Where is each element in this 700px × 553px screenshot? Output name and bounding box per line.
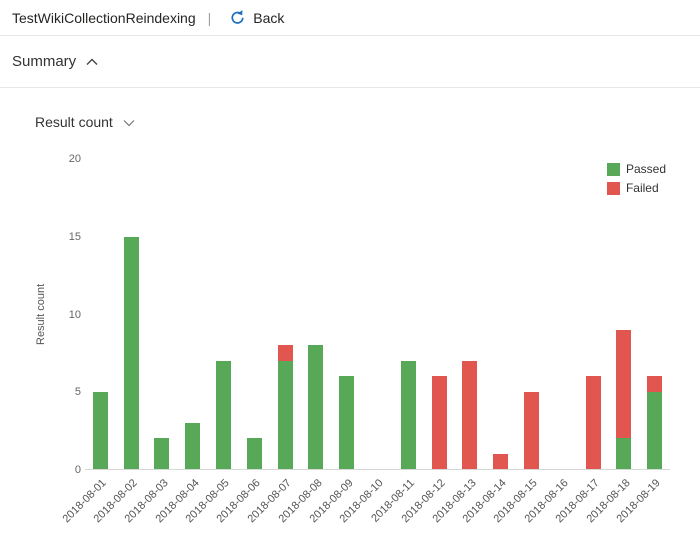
y-tick-label: 5 [74,386,81,399]
bar-group: 2018-08-19 [615,159,670,525]
bar-stack [185,159,201,469]
bar-stack [616,159,632,469]
bar-group: 2018-08-06 [215,159,270,525]
y-tick-label: 20 [68,153,81,165]
legend-label: Passed [625,162,666,176]
bar-group: 2018-08-03 [122,159,178,525]
bar-segment-passed[interactable] [616,438,632,469]
y-tick-label: 0 [74,464,81,476]
bar-segment-passed[interactable] [92,391,108,469]
bar-stack [493,159,509,469]
bar-group: 2018-08-01 [61,159,116,525]
metric-selector[interactable]: Result count [35,114,135,130]
metric-label: Result count [35,114,113,130]
bar-stack [246,159,262,469]
bar-segment-passed[interactable] [185,422,201,469]
legend-swatch [606,181,620,195]
bar-segment-failed[interactable] [462,360,478,469]
y-axis-ticks: 0 5 10 15 20 [49,153,89,476]
bar-segment-failed[interactable] [585,376,601,469]
bar-stack [555,159,570,469]
bar-group: 2018-08-12 [399,159,455,525]
title-separator: | [207,9,212,26]
bar-segment-failed[interactable] [616,329,632,438]
bar-group: 2018-08-14 [461,159,516,525]
bar-group: 2018-08-17 [553,159,609,525]
bar-stack [524,159,540,469]
bar-segment-passed[interactable] [123,236,139,469]
bar-stack [92,159,108,469]
plot-area: 2018-08-01 2018-08-02 2018-08-03 2018-08-04… [61,159,670,525]
legend-label: Failed [625,181,659,195]
bar-stack [216,159,232,469]
back-button[interactable]: Back [223,5,290,30]
summary-label: Summary [12,53,77,70]
bar-segment-passed[interactable] [308,345,324,469]
bar-stack [339,159,355,469]
bar-segment-passed[interactable] [154,438,170,469]
back-label: Back [253,9,285,26]
legend-item: Passed [606,162,666,176]
bar-segment-passed[interactable] [277,360,293,469]
bar-group: 2018-08-08 [276,159,332,525]
bar-group: 2018-08-05 [184,159,239,525]
y-tick-label: 15 [68,230,81,243]
bar-stack [277,159,293,469]
y-tick-label: 10 [68,308,81,321]
summary-section-header[interactable]: Summary [0,36,700,88]
bar-segment-passed[interactable] [339,376,355,469]
bar-stack [647,159,663,469]
page-title: TestWikiCollectionReindexing [12,9,196,26]
bar-stack [400,159,416,469]
bar-segment-passed[interactable] [216,360,232,469]
bar-stack [431,159,447,469]
bar-segment-passed[interactable] [246,438,262,469]
bar-group: 2018-08-11 [369,159,424,525]
bar-group: 2018-08-13 [430,159,486,525]
chevron-up-icon [86,53,98,70]
legend-swatch [606,162,620,176]
legend: Passed Failed [606,162,666,200]
bar-segment-failed[interactable] [277,345,293,361]
result-count-chart: Result count 0 5 10 15 20 2018-08-01 2018-08-… [35,144,680,553]
bar-group: 2018-08-02 [91,159,147,525]
bar-segment-failed[interactable] [524,391,540,469]
legend-item: Failed [606,181,666,195]
bar-group: 2018-08-16 [523,159,578,525]
bar-segment-failed[interactable] [647,376,663,392]
bar-segment-failed[interactable] [431,376,447,469]
top-bar: TestWikiCollectionReindexing | Back [0,0,700,36]
bar-stack [154,159,170,469]
bar-group: 2018-08-15 [492,159,547,525]
bar-segment-passed[interactable] [647,391,663,469]
chart-card: Result count Result count 0 5 10 15 20 2018-… [0,88,700,553]
bar-stack [462,159,478,469]
bar-group: 2018-08-18 [584,159,640,525]
bar-stack [308,159,324,469]
bar-segment-failed[interactable] [493,453,509,469]
bar-stack [585,159,601,469]
bar-group: 2018-08-04 [153,159,208,525]
back-icon [229,9,246,26]
bar-segment-passed[interactable] [400,360,416,469]
bar-stack [123,159,139,469]
bar-group: 2018-08-07 [245,159,301,525]
chevron-down-icon [123,114,135,130]
bar-group: 2018-08-10 [338,159,393,525]
y-axis-title: Result count [35,283,47,346]
bar-stack [370,159,385,469]
bar-group: 2018-08-09 [307,159,362,525]
